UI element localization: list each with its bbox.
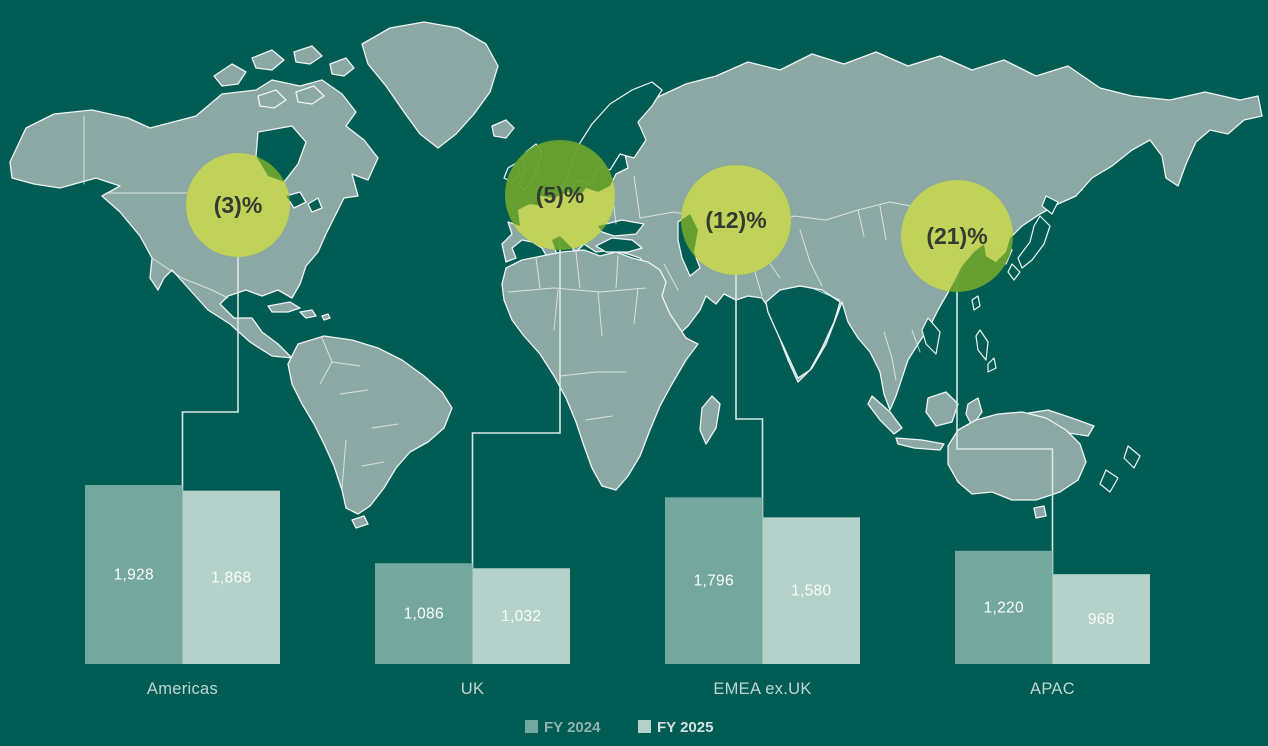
bar-apac-fy2025[interactable]	[1052, 574, 1151, 664]
border-line	[883, 331, 897, 381]
landmass-greenland	[361, 21, 499, 149]
border-line	[575, 251, 581, 289]
border-line	[857, 209, 865, 237]
bar-group-apac: 1,220 968 APAC	[955, 550, 1151, 698]
minor-islands	[213, 45, 1095, 529]
border-line	[361, 461, 385, 467]
border-line	[507, 287, 647, 293]
border-line	[339, 389, 369, 395]
value-americas-fy2024: 1,928	[114, 567, 154, 584]
country-philippines	[975, 329, 997, 373]
bar-uk-fy2024[interactable]	[375, 563, 473, 664]
landmass-madagascar	[699, 395, 721, 445]
bar-uk-fy2025[interactable]	[472, 568, 571, 664]
border-line	[633, 287, 639, 325]
bubble-circle-light	[186, 153, 290, 257]
bar-emea-fy2024[interactable]	[665, 497, 763, 664]
landmass-australia	[947, 411, 1087, 501]
connector-uk	[471, 195, 561, 569]
country-vietnam	[921, 317, 941, 355]
legend-swatch-fy2025[interactable]	[638, 720, 651, 733]
category-label-emea: EMEA ex.UK	[713, 680, 811, 698]
border-line	[811, 287, 841, 301]
landmass-south-america	[287, 335, 453, 515]
change-label-emea: (12)%	[705, 207, 766, 233]
change-label-americas: (3)%	[214, 192, 263, 218]
map-bubble-emea[interactable]: (12)%	[681, 165, 791, 275]
border-line	[553, 289, 559, 331]
connector-lines	[181, 195, 1054, 575]
border-line	[663, 263, 679, 291]
category-label-americas: Americas	[147, 680, 218, 698]
border-line	[151, 257, 229, 299]
border-line	[597, 291, 603, 337]
country-india	[765, 285, 841, 379]
border-line	[341, 439, 347, 489]
legend-swatch-fy2024[interactable]	[525, 720, 538, 733]
change-label-uk: (5)%	[536, 182, 585, 208]
category-label-apac: APAC	[1030, 680, 1075, 698]
value-apac-fy2025: 968	[1088, 611, 1115, 628]
connector-emea	[735, 220, 764, 518]
connector-americas	[181, 205, 239, 491]
bar-group-uk: 1,086 1,032 UK	[375, 563, 570, 698]
border-line	[535, 257, 541, 289]
category-label-uk: UK	[461, 680, 485, 698]
value-apac-fy2024: 1,220	[984, 599, 1024, 616]
legend: FY 2024 FY 2025	[525, 719, 713, 736]
border-line	[331, 361, 361, 367]
value-emea-fy2024: 1,796	[694, 573, 734, 590]
border-line	[585, 415, 613, 421]
bubble-circle-light	[681, 165, 791, 275]
border-line	[911, 329, 921, 353]
bar-americas-fy2024[interactable]	[85, 485, 183, 664]
border-line	[371, 423, 399, 429]
border-line	[799, 229, 823, 287]
landmass-africa	[501, 249, 699, 491]
bar-americas-fy2025[interactable]	[182, 490, 281, 664]
connector-apac	[956, 236, 1054, 575]
map-bubble-americas[interactable]: (3)%	[186, 153, 290, 257]
change-label-apac: (21)%	[926, 223, 987, 249]
map-bubble-apac[interactable]: (21)%	[901, 180, 1013, 292]
country-japan	[1007, 195, 1059, 281]
country-new-zealand	[1099, 445, 1141, 493]
value-uk-fy2024: 1,086	[404, 606, 444, 623]
country-taiwan	[971, 295, 981, 311]
bar-group-emea: 1,796 1,580 EMEA ex.UK	[665, 497, 860, 698]
border-line	[559, 371, 627, 377]
value-uk-fy2025: 1,032	[501, 608, 541, 625]
value-emea-fy2025: 1,580	[791, 583, 831, 600]
border-line	[615, 255, 619, 289]
bar-group-americas: 1,928 1,868 Americas	[85, 485, 280, 698]
bar-apac-fy2024[interactable]	[955, 550, 1053, 664]
map-bubble-uk[interactable]: (5)%	[505, 140, 615, 250]
border-line	[879, 205, 887, 241]
border-line	[633, 175, 641, 219]
legend-label-fy2024[interactable]: FY 2024	[544, 719, 601, 736]
country-turkey	[595, 237, 643, 253]
legend-label-fy2025[interactable]: FY 2025	[657, 719, 713, 736]
value-americas-fy2025: 1,868	[211, 569, 251, 586]
bar-emea-fy2025[interactable]	[762, 517, 861, 664]
